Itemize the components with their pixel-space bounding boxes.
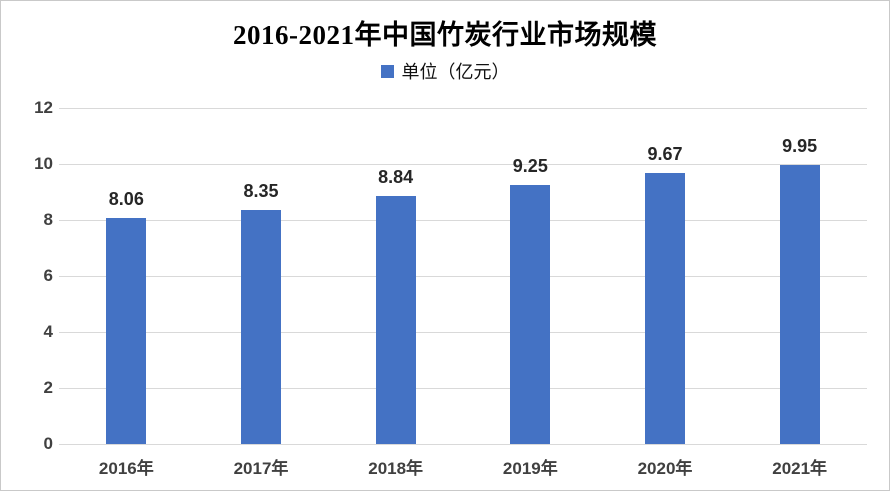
chart-title: 2016-2021年中国竹炭行业市场规模 bbox=[233, 20, 657, 50]
y-tick-label: 2 bbox=[43, 378, 53, 397]
bar bbox=[241, 210, 281, 444]
x-tick-label: 2020年 bbox=[637, 459, 693, 478]
legend-swatch-icon bbox=[380, 64, 394, 78]
y-tick-label: 12 bbox=[34, 98, 53, 117]
bar bbox=[779, 165, 820, 444]
x-tick-label: 2018年 bbox=[368, 459, 424, 478]
y-tick-label: 4 bbox=[43, 322, 53, 341]
bar-value-label: 8.06 bbox=[108, 189, 144, 210]
bar-value-label: 8.35 bbox=[243, 181, 279, 202]
gridline bbox=[59, 332, 867, 333]
gridline bbox=[59, 220, 867, 221]
y-tick-label: 6 bbox=[43, 266, 53, 285]
x-tick-label: 2019年 bbox=[502, 459, 558, 478]
bar bbox=[645, 173, 685, 444]
gridline bbox=[59, 108, 867, 109]
bar bbox=[510, 185, 551, 444]
legend-label: 单位（亿元） bbox=[401, 62, 510, 82]
bar-value-label: 9.67 bbox=[647, 144, 683, 165]
gridline bbox=[59, 444, 867, 445]
gridline bbox=[59, 276, 867, 277]
bar-value-label: 8.84 bbox=[378, 167, 414, 188]
y-tick-label: 10 bbox=[34, 154, 53, 173]
bar-value-label: 9.95 bbox=[782, 136, 818, 157]
bar-value-label: 9.25 bbox=[512, 156, 548, 176]
gridline bbox=[59, 388, 867, 389]
x-tick-label: 2017年 bbox=[233, 459, 289, 478]
legend: 单位（亿元） bbox=[1, 59, 889, 83]
x-tick-label: 2016年 bbox=[98, 459, 154, 478]
y-tick-label: 8 bbox=[43, 210, 53, 229]
bar bbox=[375, 196, 416, 444]
gridline bbox=[59, 164, 867, 165]
y-tick-label: 0 bbox=[43, 434, 53, 453]
x-tick-label: 2021年 bbox=[772, 459, 828, 478]
bar bbox=[106, 218, 147, 444]
